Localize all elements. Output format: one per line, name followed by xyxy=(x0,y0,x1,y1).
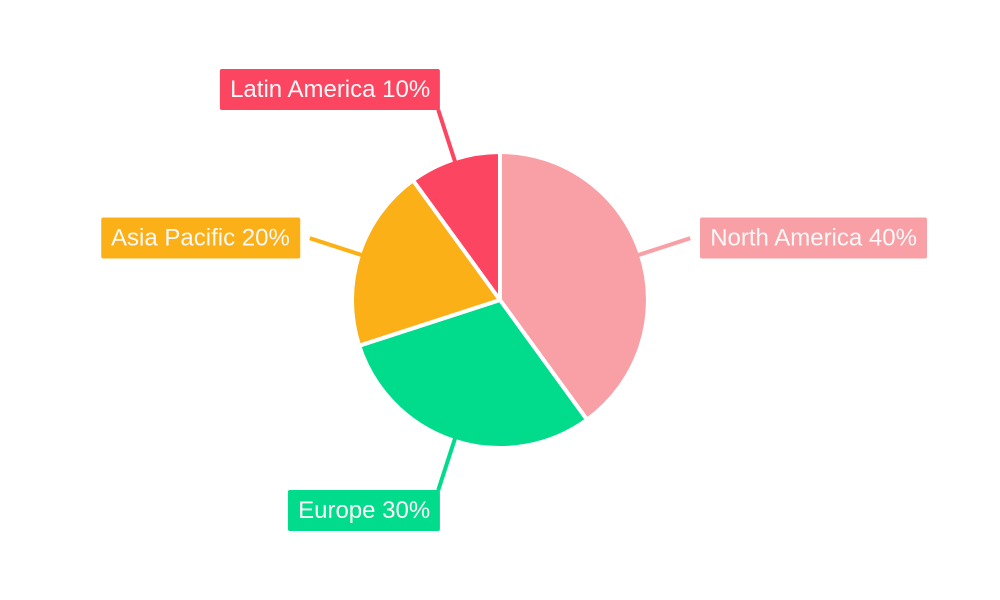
slice-label-europe: Europe 30% xyxy=(288,490,441,532)
leader-line-europe xyxy=(436,437,458,491)
slice-label-asia-pacific: Asia Pacific 20% xyxy=(101,217,300,259)
slice-label-north-america: North America 40% xyxy=(700,217,927,259)
leader-line-asia-pacific xyxy=(309,236,363,258)
leader-line-north-america xyxy=(637,236,691,258)
slice-label-latin-america: Latin America 10% xyxy=(220,68,441,110)
leader-line-latin-america xyxy=(436,109,458,163)
